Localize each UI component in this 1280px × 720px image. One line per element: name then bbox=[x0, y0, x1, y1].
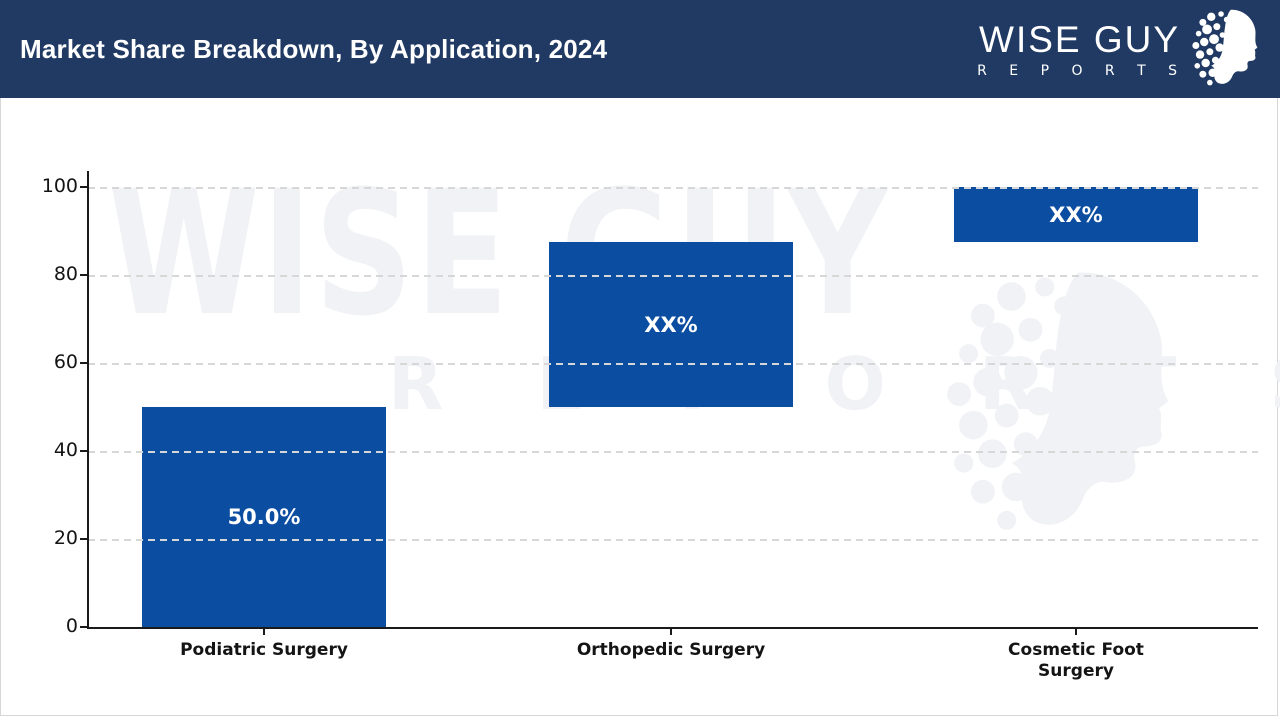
wordmark-top: WISE GUY bbox=[979, 18, 1181, 60]
wiseguy-wordmark: WISE GUY R E P O R T S bbox=[973, 21, 1186, 78]
y-axis-line bbox=[87, 171, 89, 628]
y-tick-mark bbox=[80, 362, 87, 364]
bar-cosmetic-foot-surgery: XX% bbox=[954, 187, 1198, 242]
y-tick-mark bbox=[80, 626, 87, 628]
x-tick-mark bbox=[263, 629, 265, 635]
y-tick-label: 60 bbox=[53, 351, 78, 373]
y-tick-label: 80 bbox=[53, 263, 78, 285]
bar-orthopedic-surgery: XX% bbox=[549, 242, 793, 407]
gridline-y-40 bbox=[88, 451, 1258, 453]
y-tick-label: 20 bbox=[53, 527, 78, 549]
y-tick-mark bbox=[80, 186, 87, 188]
gridline-y-60 bbox=[88, 363, 1258, 365]
dotted-head-icon bbox=[1188, 7, 1266, 91]
bar-value-label: 50.0% bbox=[227, 505, 301, 529]
x-axis-line bbox=[87, 627, 1258, 629]
y-tick-label: 40 bbox=[53, 439, 78, 461]
bar-podiatric-surgery: 50.0% bbox=[142, 407, 386, 627]
wiseguy-logo: WISE GUY R E P O R T S bbox=[973, 7, 1266, 91]
page-title: Market Share Breakdown, By Application, … bbox=[20, 33, 608, 64]
bar-value-label: XX% bbox=[1049, 202, 1103, 227]
x-tick-mark bbox=[670, 629, 672, 635]
y-tick-label: 0 bbox=[65, 615, 78, 637]
x-axis-label-podiatric-surgery: Podiatric Surgery bbox=[180, 640, 348, 660]
gridline-y-20 bbox=[88, 539, 1258, 541]
y-tick-mark bbox=[80, 274, 87, 276]
gridline-y-100 bbox=[88, 187, 1258, 189]
x-axis-label-orthopedic-surgery: Orthopedic Surgery bbox=[576, 640, 766, 660]
x-axis-label-cosmetic-foot-surgery: Cosmetic Foot Surgery bbox=[1008, 640, 1144, 681]
gridline-y-80 bbox=[88, 275, 1258, 277]
app-header: Market Share Breakdown, By Application, … bbox=[0, 0, 1280, 98]
x-tick-mark bbox=[1075, 629, 1077, 635]
chart-area: 50.0% XX% XX% 0 20 40 60 80 100 Podiatric Surgery… bbox=[0, 98, 1280, 720]
y-tick-mark bbox=[80, 450, 87, 452]
y-tick-mark bbox=[80, 538, 87, 540]
y-tick-label: 100 bbox=[41, 175, 78, 197]
bar-value-label: XX% bbox=[644, 312, 698, 337]
wordmark-bottom: R E P O R T S bbox=[977, 62, 1186, 79]
